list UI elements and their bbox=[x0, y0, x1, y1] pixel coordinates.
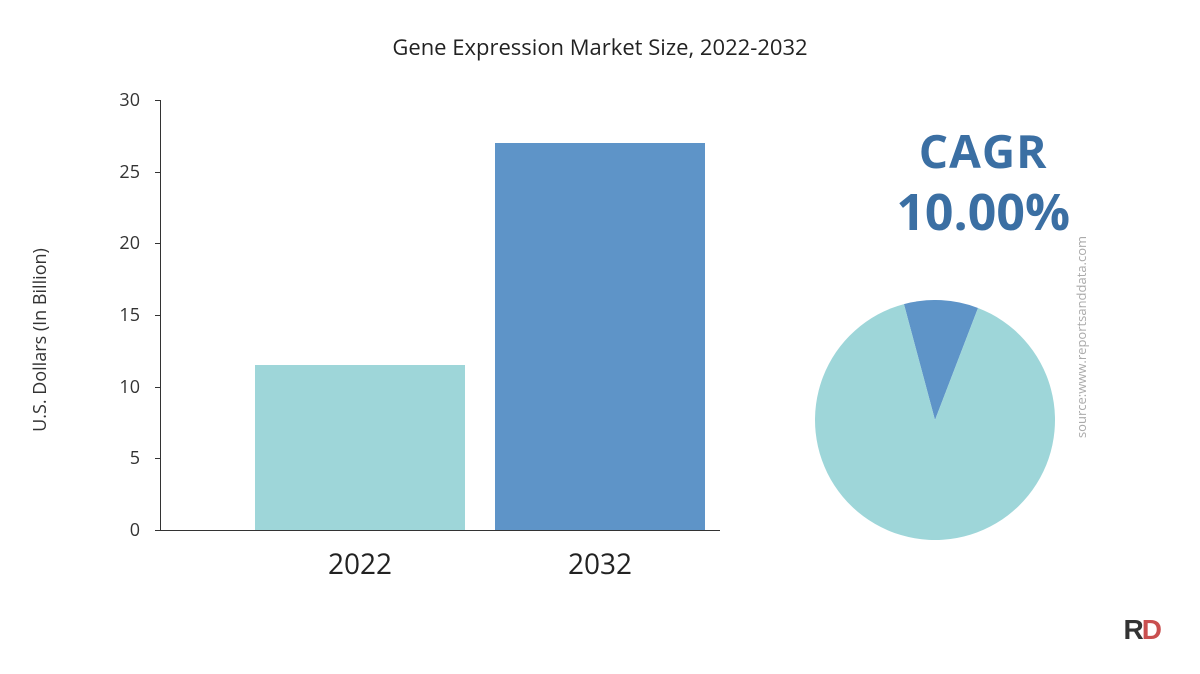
y-tick-label: 30 bbox=[90, 88, 140, 112]
logo-r: R bbox=[1124, 614, 1142, 645]
plot-area bbox=[160, 100, 720, 530]
y-tick-mark bbox=[155, 387, 161, 388]
bar-chart: U.S. Dollars (In Billion) 05101520253020… bbox=[100, 100, 720, 580]
y-tick-label: 25 bbox=[90, 160, 140, 184]
logo: RD bbox=[1124, 614, 1160, 646]
y-tick-mark bbox=[155, 458, 161, 459]
y-tick-mark bbox=[155, 172, 161, 173]
chart-title: Gene Expression Market Size, 2022-2032 bbox=[0, 32, 1200, 62]
x-axis-line bbox=[160, 530, 720, 531]
y-axis-label: U.S. Dollars (In Billion) bbox=[28, 248, 52, 432]
cagr-value: 10.00% bbox=[896, 177, 1070, 245]
y-tick-label: 0 bbox=[90, 518, 140, 542]
y-tick-mark bbox=[155, 243, 161, 244]
logo-d: D bbox=[1142, 614, 1160, 645]
pie-chart bbox=[815, 300, 1055, 540]
y-tick-mark bbox=[155, 100, 161, 101]
y-tick-label: 10 bbox=[90, 375, 140, 399]
bar bbox=[255, 365, 465, 530]
y-tick-label: 20 bbox=[90, 231, 140, 255]
y-tick-label: 15 bbox=[90, 303, 140, 327]
cagr-label: CAGR bbox=[896, 120, 1070, 182]
cagr-block: CAGR 10.00% bbox=[896, 120, 1070, 245]
y-tick-mark bbox=[155, 530, 161, 531]
y-tick-mark bbox=[155, 315, 161, 316]
bar bbox=[495, 143, 705, 530]
y-tick-label: 5 bbox=[90, 446, 140, 470]
x-axis-label: 2032 bbox=[568, 545, 632, 583]
source-attribution: source:www.reportsanddata.com bbox=[1072, 236, 1090, 438]
x-axis-label: 2022 bbox=[328, 545, 392, 583]
